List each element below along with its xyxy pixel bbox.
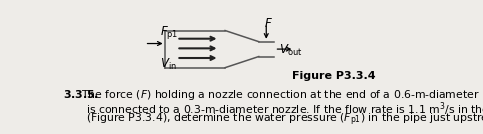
Text: $F$: $F$	[264, 17, 273, 30]
Text: is connected to a 0.3-m-diameter nozzle. If the flow rate is 1.1 m$^3$/s in the : is connected to a 0.3-m-diameter nozzle.…	[86, 100, 483, 119]
Text: $V_{\mathrm{out}}$: $V_{\mathrm{out}}$	[279, 43, 303, 58]
Text: $F_{\mathrm{p1}}$: $F_{\mathrm{p1}}$	[159, 24, 178, 41]
Text: Figure P3.3.4: Figure P3.3.4	[293, 71, 376, 81]
Text: The force ($F$) holding a nozzle connection at the end of a 0.6-m-diameter pipe : The force ($F$) holding a nozzle connect…	[81, 88, 483, 102]
Text: (Figure P3.3.4), determine the water pressure ($F_{\mathrm{p1}}$) in the pipe ju: (Figure P3.3.4), determine the water pre…	[86, 112, 483, 128]
Text: $V_{\mathrm{in}}$: $V_{\mathrm{in}}$	[159, 57, 176, 72]
Text: $\mathbf{3.3.5.}$: $\mathbf{3.3.5.}$	[63, 88, 99, 100]
